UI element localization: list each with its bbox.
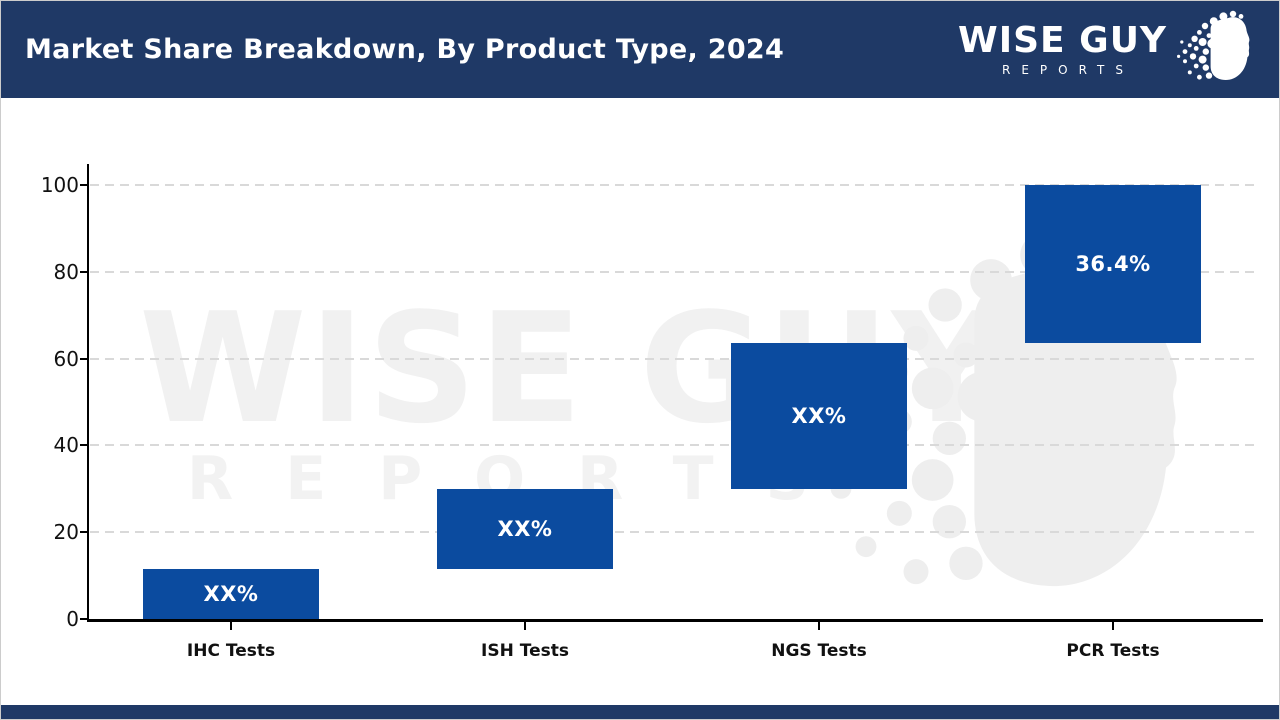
wiseguy-logo: WISE GUY REPORTS [958, 7, 1257, 93]
bar-value-label: 36.4% [1075, 251, 1151, 276]
x-axis-tick-mark [524, 622, 526, 630]
page-title: Market Share Breakdown, By Product Type,… [25, 34, 785, 65]
wiseguy-logo-text: WISE GUY REPORTS [957, 20, 1167, 77]
y-gridline [90, 531, 1258, 534]
bar: XX% [143, 569, 319, 619]
y-axis-tick-mark [80, 357, 88, 360]
y-gridline [90, 357, 1258, 360]
y-axis-tick-mark [80, 184, 88, 186]
bar-value-label: XX% [497, 516, 553, 541]
y-axis-tick-label: 60 [53, 346, 79, 371]
y-gridline [90, 184, 1258, 186]
y-axis-line [87, 164, 89, 619]
x-axis-category-label: IHC Tests [186, 641, 276, 661]
bar: 36.4% [1025, 185, 1201, 343]
wiseguy-face-icon [1177, 10, 1250, 80]
y-axis-tick-mark [80, 444, 88, 447]
x-axis-category-label: ISH Tests [481, 641, 569, 661]
y-gridline [90, 444, 1258, 447]
y-axis-tick-label: 20 [53, 520, 79, 545]
x-axis-category-label: NGS Tests [771, 641, 867, 661]
logo-wordmark: WISE GUY [957, 20, 1167, 61]
bar: XX% [731, 342, 907, 489]
bar: XX% [437, 488, 613, 570]
y-axis-tick-label: 80 [53, 259, 79, 284]
header-bar: Market Share Breakdown, By Product Type,… [1, 1, 1279, 98]
bar-value-label: XX% [203, 582, 259, 607]
y-axis-tick-label: 0 [66, 607, 79, 631]
y-axis-tick-mark [80, 531, 88, 534]
y-axis-tick-mark [80, 270, 88, 273]
y-axis-tick-label: 40 [53, 433, 79, 458]
y-axis-tick-label: 100 [40, 173, 79, 197]
x-axis-tick-mark [230, 622, 232, 630]
footer-bar [1, 705, 1279, 719]
x-axis-tick-mark [1112, 622, 1114, 630]
y-axis-tick-mark [80, 618, 88, 620]
y-gridline [90, 270, 1258, 273]
logo-subtitle: REPORTS [1001, 63, 1134, 77]
x-axis-tick-mark [818, 622, 820, 630]
x-axis-category-label: PCR Tests [1066, 641, 1160, 661]
x-axis-line [87, 619, 1263, 622]
bar-value-label: XX% [791, 403, 847, 428]
